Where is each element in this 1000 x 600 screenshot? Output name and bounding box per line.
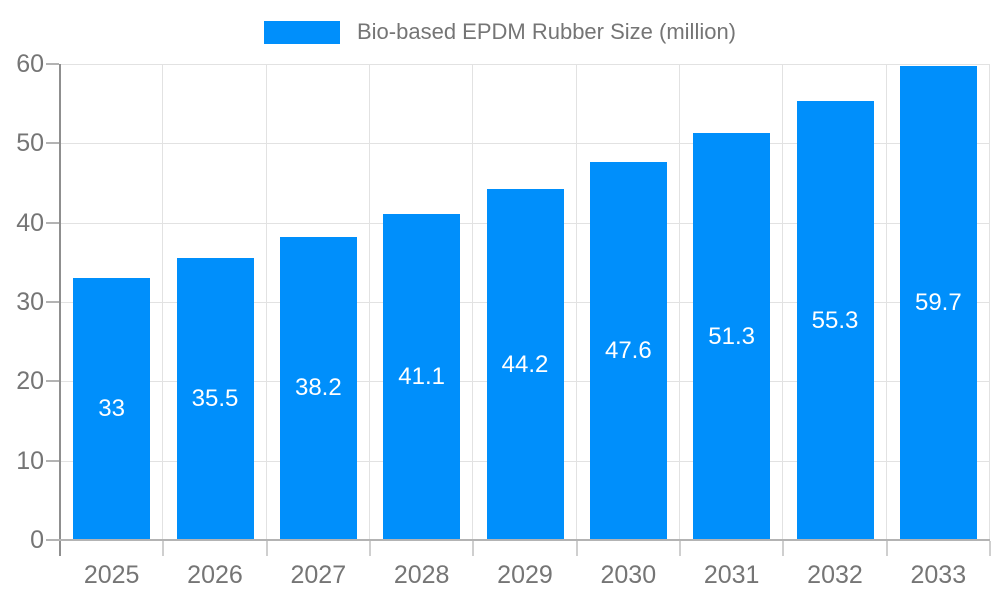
bar-value-label: 35.5 <box>191 385 239 413</box>
vertical-gridline <box>265 64 267 540</box>
y-axis-tick-label: 60 <box>16 50 44 78</box>
x-axis-tick <box>575 541 578 556</box>
bar[interactable]: 33 <box>73 278 151 540</box>
x-axis-tick-label: 2027 <box>290 561 347 589</box>
x-axis-tick-label: 2025 <box>83 561 140 589</box>
vertical-gridline <box>472 64 474 540</box>
bar-value-label: 44.2 <box>501 350 549 378</box>
bar[interactable]: 51.3 <box>693 133 771 540</box>
x-axis-tick <box>59 541 61 556</box>
legend-label: Bio-based EPDM Rubber Size (million) <box>356 19 737 44</box>
legend-swatch-icon <box>263 20 340 44</box>
y-axis-tick <box>46 63 59 65</box>
vertical-gridline <box>162 64 164 540</box>
x-axis-tick-label: 2030 <box>600 561 657 589</box>
y-axis-line <box>59 64 61 542</box>
x-axis-tick <box>885 541 888 556</box>
y-axis-tick <box>46 380 59 383</box>
y-axis-tick-label: 30 <box>16 288 44 316</box>
bar[interactable]: 55.3 <box>796 101 874 540</box>
x-axis-tick-label: 2031 <box>703 561 760 589</box>
x-axis-tick <box>989 541 991 556</box>
horizontal-gridline <box>60 143 990 145</box>
y-axis-tick-label: 10 <box>16 446 44 475</box>
x-axis-tick-label: 2033 <box>910 561 967 589</box>
bar[interactable]: 41.1 <box>383 213 461 540</box>
bar-value-label: 59.7 <box>914 289 962 317</box>
vertical-gridline <box>782 64 784 540</box>
bar[interactable]: 44.2 <box>486 189 564 540</box>
bar-value-label: 47.6 <box>604 337 652 365</box>
y-axis-tick <box>46 539 59 541</box>
x-axis-tick <box>162 541 165 556</box>
plot-area: 33 35.5 38.2 41.1 44.2 47.6 51.3 55.3 59.7 <box>60 64 990 540</box>
bar-value-label: 33 <box>98 395 125 423</box>
y-axis-tick <box>46 221 59 224</box>
y-axis-tick <box>46 459 59 462</box>
y-axis-tick-label: 50 <box>16 129 44 158</box>
x-axis-tick-label: 2028 <box>393 561 450 589</box>
x-axis-tick-label: 2026 <box>187 561 243 589</box>
bar[interactable]: 59.7 <box>899 66 977 540</box>
bar[interactable]: 47.6 <box>589 162 667 540</box>
x-axis-tick-label: 2029 <box>497 561 553 589</box>
bar-value-label: 51.3 <box>708 322 756 350</box>
x-axis-tick <box>679 541 681 556</box>
x-axis-tick <box>782 541 785 556</box>
x-axis-tick <box>472 541 475 556</box>
bar-value-label: 38.2 <box>294 374 342 402</box>
legend-item[interactable]: Bio-based EPDM Rubber Size (million) <box>0 12 1000 52</box>
bar[interactable]: 35.5 <box>176 258 254 540</box>
vertical-gridline <box>369 64 370 540</box>
vertical-gridline <box>885 64 887 540</box>
y-axis-tick-label: 0 <box>30 526 44 554</box>
y-axis-tick-label: 20 <box>16 367 44 396</box>
x-axis-line <box>46 539 990 541</box>
vertical-gridline <box>989 64 990 540</box>
y-axis-tick <box>46 142 59 145</box>
vertical-gridline <box>575 64 577 540</box>
y-axis-tick <box>46 301 59 303</box>
bar-value-label: 55.3 <box>811 306 859 334</box>
bar-value-label: 41.1 <box>398 362 446 390</box>
vertical-gridline <box>679 64 680 540</box>
x-axis-tick <box>265 541 268 556</box>
x-axis-tick-label: 2032 <box>807 561 863 589</box>
bar[interactable]: 38.2 <box>279 236 357 540</box>
horizontal-gridline <box>60 64 990 65</box>
x-axis-tick <box>369 541 371 556</box>
y-axis-tick-label: 40 <box>16 208 44 237</box>
